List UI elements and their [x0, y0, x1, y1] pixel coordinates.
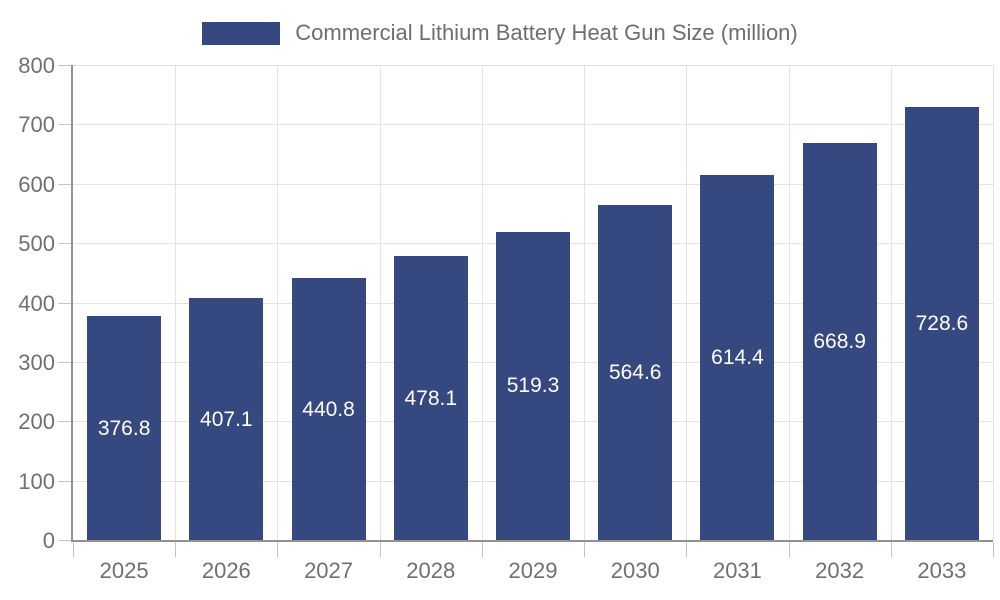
y-axis-label: 700	[18, 112, 55, 138]
x-gridline	[686, 65, 688, 540]
bar[interactable]: 376.8	[87, 316, 162, 540]
x-tick	[584, 542, 586, 557]
bar-value-label: 614.4	[711, 346, 764, 370]
x-tick	[788, 542, 790, 557]
bar-value-label: 376.8	[97, 416, 151, 440]
x-tick	[73, 542, 74, 557]
bar-value-label: 440.8	[302, 397, 355, 421]
bar[interactable]: 407.1	[189, 298, 264, 540]
y-gridline	[73, 65, 993, 66]
x-tick	[379, 542, 381, 557]
bar[interactable]: 564.6	[598, 204, 673, 540]
y-tick	[58, 361, 73, 363]
y-tick	[58, 243, 73, 245]
x-axis-label: 2027	[304, 558, 354, 583]
y-tick	[58, 480, 73, 482]
bar-value-label: 478.1	[404, 386, 458, 410]
y-gridline	[73, 124, 993, 126]
x-axis-label: 2032	[815, 558, 865, 583]
bar[interactable]: 478.1	[393, 256, 468, 540]
bar-value-label: 668.9	[813, 329, 866, 353]
x-tick	[993, 542, 994, 557]
x-gridline	[277, 65, 279, 540]
x-tick	[686, 542, 688, 557]
x-axis-label: 2031	[712, 558, 762, 583]
legend-item[interactable]: Commercial Lithium Battery Heat Gun Size…	[0, 20, 1000, 46]
y-axis-label: 100	[18, 468, 55, 494]
bar[interactable]: 440.8	[291, 278, 366, 540]
x-axis-label: 2026	[201, 558, 251, 583]
x-gridline	[584, 65, 586, 540]
x-axis-label: 2029	[508, 558, 558, 583]
bar-value-label: 407.1	[200, 407, 253, 431]
y-axis-label: 500	[18, 231, 55, 257]
bar[interactable]: 614.4	[700, 175, 775, 540]
bar-value-label: 564.6	[608, 360, 662, 384]
x-axis-label: 2033	[917, 558, 967, 583]
bar[interactable]: 519.3	[496, 231, 570, 540]
y-axis-label: 600	[18, 171, 55, 197]
y-axis-label: 0	[42, 528, 55, 553]
bar[interactable]: 728.6	[904, 107, 979, 540]
x-gridline	[175, 65, 177, 540]
x-axis-label: 2030	[610, 558, 660, 583]
legend-swatch	[202, 21, 281, 45]
y-axis-label: 300	[18, 349, 55, 375]
x-axis-line	[73, 540, 993, 542]
x-tick	[277, 542, 279, 557]
y-gridline	[73, 183, 993, 185]
y-axis-line	[71, 65, 73, 542]
y-tick	[58, 421, 73, 423]
bar-value-label: 728.6	[915, 312, 969, 336]
y-tick	[58, 183, 73, 185]
x-gridline	[481, 65, 483, 540]
y-tick	[58, 540, 73, 541]
bar[interactable]: 668.9	[802, 142, 877, 540]
x-tick	[890, 542, 892, 557]
x-gridline	[788, 65, 790, 540]
x-axis-label: 2028	[406, 558, 456, 583]
x-gridline	[890, 65, 892, 540]
y-tick	[58, 65, 73, 66]
x-tick	[175, 542, 177, 557]
y-axis-label: 200	[18, 409, 55, 435]
legend-label: Commercial Lithium Battery Heat Gun Size…	[295, 20, 798, 45]
y-axis-label: 400	[18, 290, 55, 316]
y-tick	[58, 302, 73, 304]
y-axis-label: 800	[18, 53, 55, 78]
x-gridline	[993, 65, 994, 540]
bar-value-label: 519.3	[506, 374, 560, 398]
y-tick	[58, 124, 73, 126]
x-gridline	[379, 65, 381, 540]
x-tick	[481, 542, 483, 557]
x-axis-label: 2025	[99, 558, 149, 583]
